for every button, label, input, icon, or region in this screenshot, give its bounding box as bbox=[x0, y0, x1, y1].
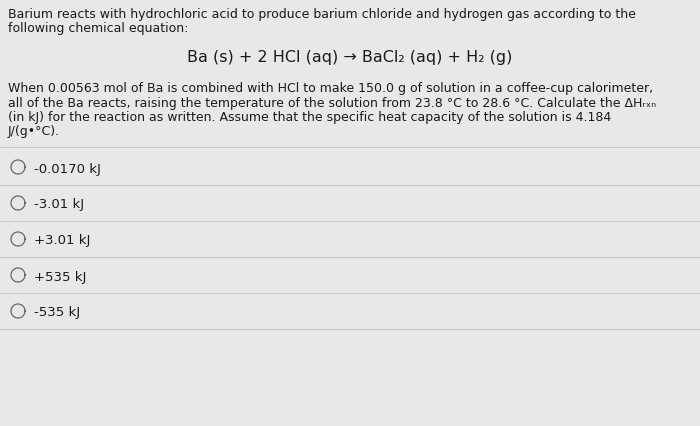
Text: -535 kJ: -535 kJ bbox=[34, 306, 80, 319]
Text: -0.0170 kJ: -0.0170 kJ bbox=[34, 162, 101, 175]
Text: Barium reacts with hydrochloric acid to produce barium chloride and hydrogen gas: Barium reacts with hydrochloric acid to … bbox=[8, 8, 636, 21]
Text: J/(g•°C).: J/(g•°C). bbox=[8, 125, 60, 138]
Text: +535 kJ: +535 kJ bbox=[34, 270, 86, 283]
Text: Ba (s) + 2 HCl (aq) → BaCl₂ (aq) + H₂ (g): Ba (s) + 2 HCl (aq) → BaCl₂ (aq) + H₂ (g… bbox=[188, 50, 512, 65]
Text: all of the Ba reacts, raising the temperature of the solution from 23.8 °C to 28: all of the Ba reacts, raising the temper… bbox=[8, 96, 656, 109]
Text: (in kJ) for the reaction as written. Assume that the specific heat capacity of t: (in kJ) for the reaction as written. Ass… bbox=[8, 111, 611, 124]
Text: following chemical equation:: following chemical equation: bbox=[8, 22, 188, 35]
Text: +3.01 kJ: +3.01 kJ bbox=[34, 234, 90, 247]
Text: -3.01 kJ: -3.01 kJ bbox=[34, 198, 84, 211]
Text: When 0.00563 mol of Ba is combined with HCl to make 150.0 g of solution in a cof: When 0.00563 mol of Ba is combined with … bbox=[8, 82, 653, 95]
